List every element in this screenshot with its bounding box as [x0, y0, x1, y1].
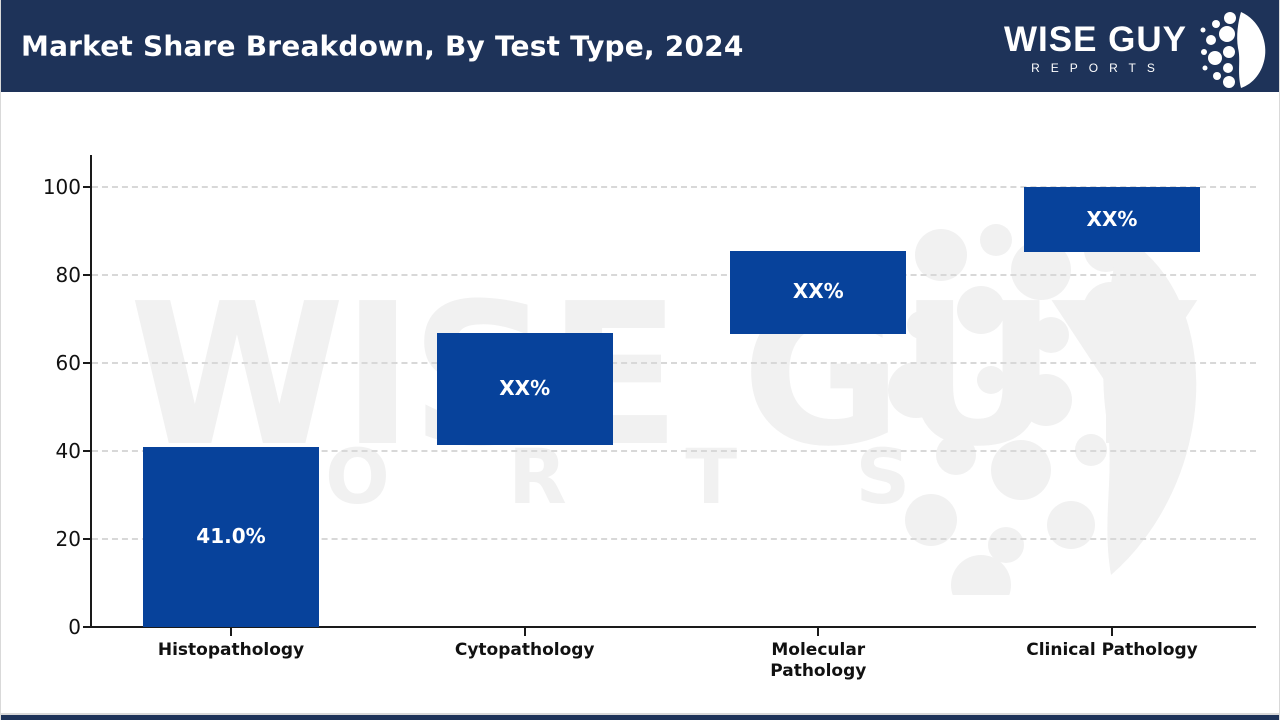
bar-cytopathology — [436, 333, 613, 445]
footer-bar — [1, 713, 1279, 720]
bar-value-label: 41.0% — [196, 523, 266, 548]
header: Market Share Breakdown, By Test Type, 20… — [1, 0, 1279, 92]
y-axis-tick — [83, 450, 91, 452]
y-tick-label: 40 — [55, 439, 81, 463]
brand-logo: WISE GUY REPORTS — [1003, 6, 1266, 88]
x-tick-label: Clinical Pathology — [1026, 640, 1198, 660]
y-axis-tick — [83, 538, 91, 540]
bar-value-label: XX% — [499, 375, 551, 400]
gridline — [92, 538, 1256, 540]
logo-wordmark: WISE GUY — [1003, 20, 1187, 59]
x-tick-label: Cytopathology — [454, 640, 595, 660]
y-axis-tick — [83, 274, 91, 276]
logo-reports-text: REPORTS — [1031, 60, 1166, 75]
gridline — [92, 450, 1256, 452]
page-title: Market Share Breakdown, By Test Type, 20… — [21, 29, 744, 63]
x-tick-label: Molecular Pathology — [770, 640, 867, 681]
x-axis — [90, 626, 1256, 628]
gridline — [92, 274, 1256, 276]
bar-clinical pathology — [1024, 187, 1200, 253]
y-axis — [90, 155, 92, 628]
y-tick-label: 80 — [55, 263, 81, 287]
y-axis-tick — [83, 186, 91, 188]
gridline — [92, 186, 1256, 188]
y-tick-label: 100 — [42, 175, 81, 199]
x-axis-tick — [523, 628, 526, 636]
y-tick-label: 20 — [55, 527, 81, 551]
y-axis-tick — [83, 362, 91, 364]
gridline — [92, 362, 1256, 364]
bar-value-label: XX% — [1086, 206, 1138, 231]
bar-value-label: XX% — [792, 279, 844, 304]
y-tick-label: 0 — [68, 615, 81, 639]
bar-histopathology — [143, 446, 319, 627]
x-axis-tick — [817, 628, 820, 636]
bar-molecular-pathology — [730, 250, 907, 334]
logo-head-icon — [1200, 12, 1266, 88]
x-tick-label: Histopathology — [157, 640, 305, 660]
x-axis-tick — [1111, 628, 1113, 636]
x-axis-tick — [230, 628, 232, 636]
y-axis-tick — [83, 626, 91, 628]
y-tick-label: 60 — [55, 351, 81, 375]
